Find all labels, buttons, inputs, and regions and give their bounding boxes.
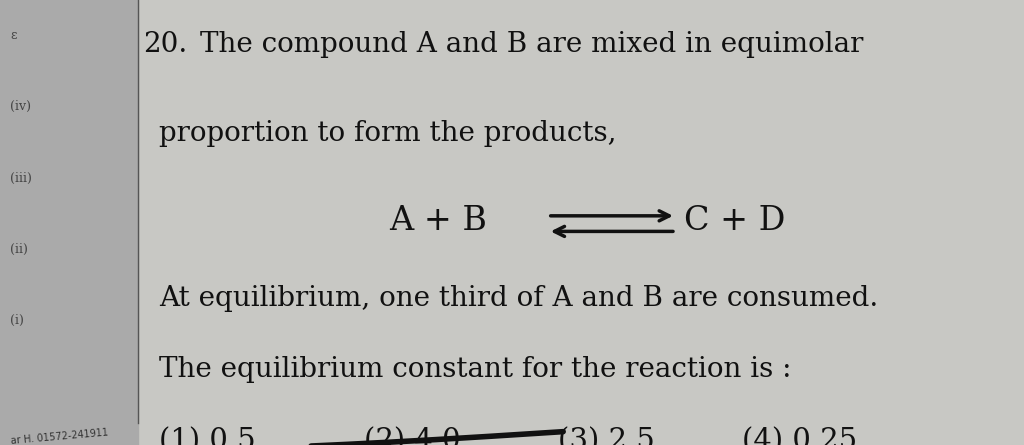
Text: (i): (i) [10,314,25,327]
Text: ε: ε [10,29,16,42]
Text: (iv): (iv) [10,100,32,113]
Text: (iii): (iii) [10,171,32,185]
Text: A + B: A + B [389,205,487,237]
Text: At equilibrium, one third of A and B are consumed.: At equilibrium, one third of A and B are… [159,285,878,312]
Text: The equilibrium constant for the reaction is :: The equilibrium constant for the reactio… [159,356,792,383]
Text: (1) 0.5: (1) 0.5 [159,427,255,445]
Text: (3) 2.5: (3) 2.5 [558,427,654,445]
Text: (2) 4.0: (2) 4.0 [364,427,460,445]
Text: (4) 0.25: (4) 0.25 [742,427,857,445]
Bar [0,0,138,445]
Text: (ii): (ii) [10,243,28,256]
Text: ar H. 01572-241911: ar H. 01572-241911 [10,427,109,445]
Text: C + D: C + D [684,205,785,237]
Text: 20.: 20. [143,31,187,58]
Text: proportion to form the products,: proportion to form the products, [159,120,616,147]
Text: The compound A and B are mixed in equimolar: The compound A and B are mixed in equimo… [200,31,863,58]
